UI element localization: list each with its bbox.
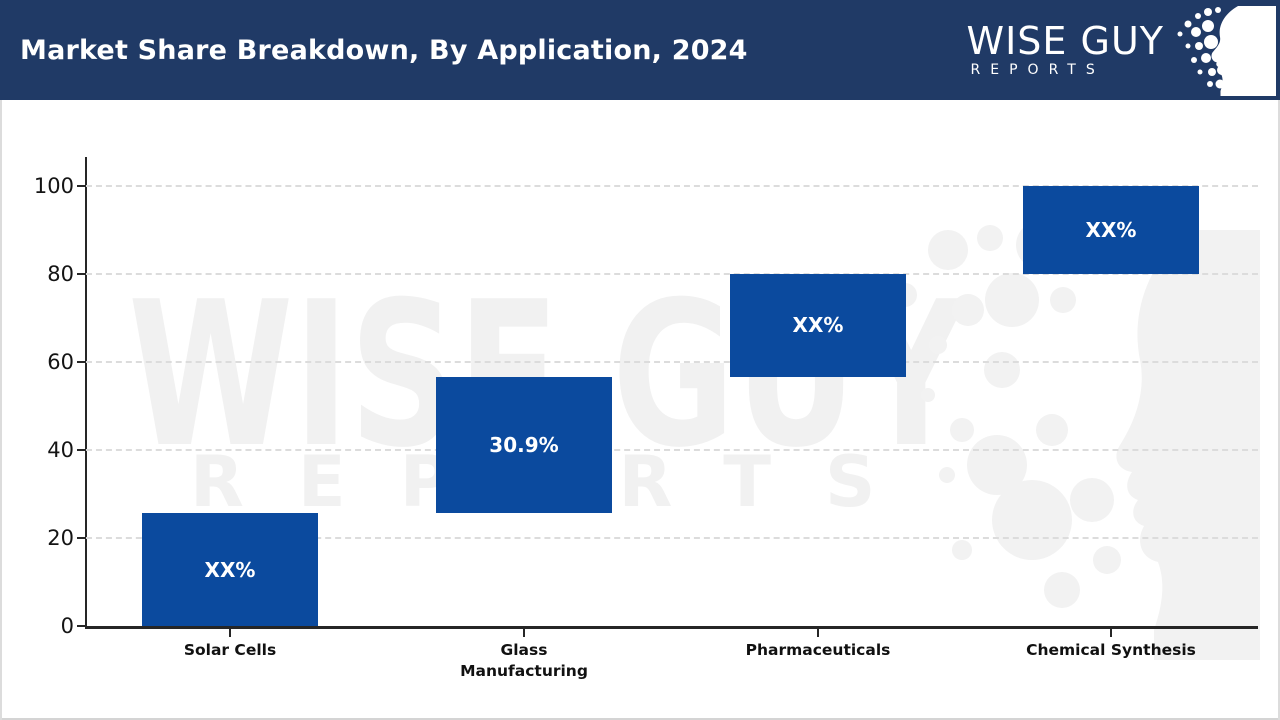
bar-glass-manufacturing xyxy=(436,377,612,514)
brand-name: WISE GUY xyxy=(966,18,1164,63)
y-tick-mark xyxy=(77,273,85,275)
plot-area: 0 20 40 60 80 100 XX% Solar Cells 30.9% Glass Manu… xyxy=(0,100,1280,720)
y-tick-label: 0 xyxy=(60,614,74,638)
bar-chemical-synthesis xyxy=(1023,186,1199,274)
y-tick-mark xyxy=(77,449,85,451)
x-category-label: Solar Cells xyxy=(183,641,277,659)
brand-logo: WISE GUY REPORTS xyxy=(967,4,1276,96)
watermark-face-dots xyxy=(893,221,1260,660)
y-tick-mark xyxy=(77,185,85,187)
brand-face-icon xyxy=(1177,6,1276,96)
brand-logo-text: WISE GUY REPORTS xyxy=(966,18,1164,79)
bar-pharmaceuticals xyxy=(730,273,906,378)
x-category-label: Manufacturing xyxy=(460,662,588,680)
brand-subtitle: REPORTS xyxy=(970,62,1105,79)
x-tick-mark xyxy=(523,628,525,637)
x-category-label: Glass xyxy=(500,641,548,659)
x-category-label: Chemical Synthesis xyxy=(1026,641,1196,659)
bar-value-label: XX% xyxy=(1085,217,1137,242)
x-tick-mark xyxy=(229,628,231,637)
bar-value-label: XX% xyxy=(204,557,256,582)
x-axis-line xyxy=(84,626,1258,629)
y-tick-mark xyxy=(77,361,85,363)
y-tick-label: 80 xyxy=(47,262,74,286)
page-title: Market Share Breakdown, By Application, … xyxy=(20,34,748,66)
y-gridline xyxy=(86,449,1258,451)
y-gridline xyxy=(86,361,1258,363)
y-gridline xyxy=(86,273,1258,275)
y-tick-label: 20 xyxy=(47,526,74,550)
y-axis-line xyxy=(84,157,87,628)
header: Market Share Breakdown, By Application, … xyxy=(0,0,1280,100)
y-gridline xyxy=(86,185,1258,187)
x-tick-mark xyxy=(1110,628,1112,637)
bar-value-label: XX% xyxy=(792,313,844,338)
bar-solar-cells xyxy=(142,513,318,626)
x-category-label: Pharmaceuticals xyxy=(745,641,891,659)
y-tick-label: 60 xyxy=(47,350,74,374)
y-tick-mark xyxy=(77,625,85,627)
y-tick-mark xyxy=(77,537,85,539)
y-gridline xyxy=(86,537,1258,539)
y-tick-label: 100 xyxy=(33,174,74,198)
y-tick-label: 40 xyxy=(47,438,74,462)
bar-value-label: 30.9% xyxy=(489,433,559,458)
x-tick-mark xyxy=(817,628,819,637)
